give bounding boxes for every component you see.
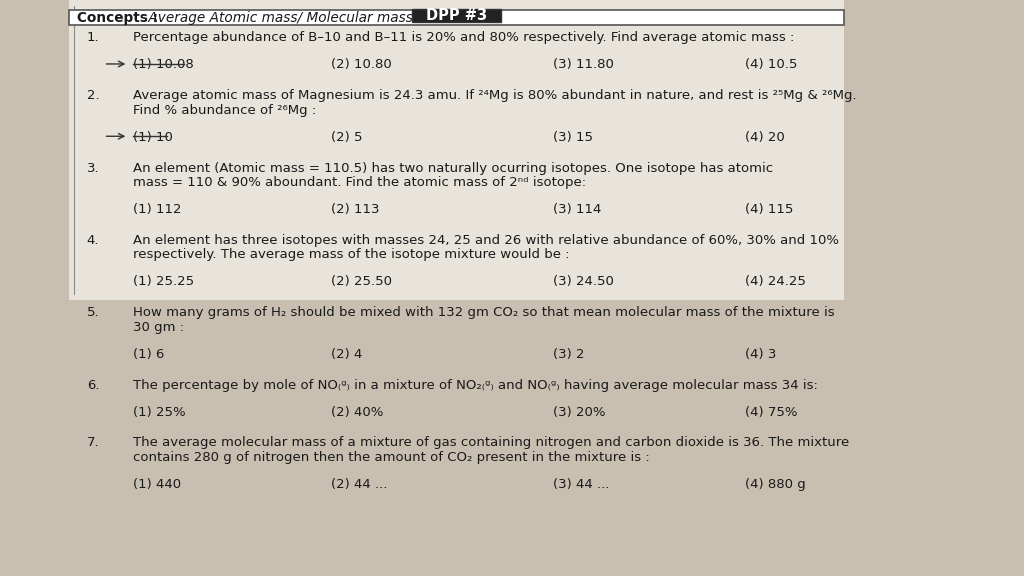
Text: (3) 20%: (3) 20%: [553, 406, 605, 419]
Text: (1) 440: (1) 440: [133, 478, 181, 491]
Text: 30 gm :: 30 gm :: [133, 321, 184, 334]
Text: (2) 44 ...: (2) 44 ...: [331, 478, 387, 491]
Text: (2) 40%: (2) 40%: [331, 406, 383, 419]
Text: (4) 75%: (4) 75%: [745, 406, 798, 419]
Text: (1) 25%: (1) 25%: [133, 406, 185, 419]
Text: The average molecular mass of a mixture of gas containing nitrogen and carbon di: The average molecular mass of a mixture …: [133, 437, 850, 449]
Text: (4) 20: (4) 20: [745, 131, 784, 144]
Text: (4) 24.25: (4) 24.25: [745, 275, 806, 289]
Text: An element has three isotopes with masses 24, 25 and 26 with relative abundance : An element has three isotopes with masse…: [133, 234, 840, 247]
Text: (3) 11.80: (3) 11.80: [553, 59, 613, 71]
Text: (4) 3: (4) 3: [745, 348, 776, 361]
Text: Average atomic mass of Magnesium is 24.3 amu. If ²⁴Mg is 80% abundant in nature,: Average atomic mass of Magnesium is 24.3…: [133, 89, 857, 103]
Text: (1) 10.08: (1) 10.08: [133, 59, 194, 71]
Bar: [412, 9, 501, 22]
Text: (2) 10.80: (2) 10.80: [331, 59, 391, 71]
Text: mass = 110 & 90% aboundant. Find the atomic mass of 2ⁿᵈ isotope:: mass = 110 & 90% aboundant. Find the ato…: [133, 176, 587, 189]
Text: 1.: 1.: [87, 32, 99, 44]
Bar: [69, 0, 844, 300]
Text: (4) 880 g: (4) 880 g: [745, 478, 806, 491]
Text: 4.: 4.: [87, 234, 99, 247]
Text: (3) 2: (3) 2: [553, 348, 584, 361]
Text: Percentage abundance of B–10 and B–11 is 20% and 80% respectively. Find average : Percentage abundance of B–10 and B–11 is…: [133, 32, 795, 44]
Text: 6.: 6.: [87, 378, 99, 392]
Text: 5.: 5.: [87, 306, 99, 319]
Text: (3) 24.50: (3) 24.50: [553, 275, 613, 289]
Text: DPP #3: DPP #3: [426, 8, 487, 23]
Text: (2) 4: (2) 4: [331, 348, 361, 361]
Text: respectively. The average mass of the isotope mixture would be :: respectively. The average mass of the is…: [133, 248, 569, 262]
Text: (3) 44 ...: (3) 44 ...: [553, 478, 609, 491]
Text: (2) 113: (2) 113: [331, 203, 379, 216]
Text: (4) 10.5: (4) 10.5: [745, 59, 798, 71]
Text: (3) 114: (3) 114: [553, 203, 601, 216]
Text: (2) 5: (2) 5: [331, 131, 362, 144]
Text: Average Atomic mass/ Molecular mass: Average Atomic mass/ Molecular mass: [144, 10, 413, 25]
Text: Find % abundance of ²⁶Mg :: Find % abundance of ²⁶Mg :: [133, 104, 316, 117]
Text: (2) 25.50: (2) 25.50: [331, 275, 391, 289]
Text: (1) 6: (1) 6: [133, 348, 165, 361]
Text: Concepts :: Concepts :: [77, 10, 158, 25]
Text: (1) 10: (1) 10: [133, 131, 173, 144]
Text: (1) 25.25: (1) 25.25: [133, 275, 195, 289]
Text: How many grams of H₂ should be mixed with 132 gm CO₂ so that mean molecular mass: How many grams of H₂ should be mixed wit…: [133, 306, 835, 319]
Text: (3) 15: (3) 15: [553, 131, 593, 144]
Text: contains 280 g of nitrogen then the amount of CO₂ present in the mixture is :: contains 280 g of nitrogen then the amou…: [133, 451, 650, 464]
Bar: [69, 10, 844, 25]
Text: (1) 112: (1) 112: [133, 203, 181, 216]
Text: 2.: 2.: [87, 89, 99, 103]
Text: The percentage by mole of NO₍ᵍ₎ in a mixture of NO₂₍ᵍ₎ and NO₍ᵍ₎ having average : The percentage by mole of NO₍ᵍ₎ in a mix…: [133, 378, 818, 392]
Text: (4) 115: (4) 115: [745, 203, 794, 216]
Text: 7.: 7.: [87, 437, 99, 449]
Text: 3.: 3.: [87, 162, 99, 175]
Text: An element (Atomic mass = 110.5) has two naturally ocurring isotopes. One isotop: An element (Atomic mass = 110.5) has two…: [133, 162, 773, 175]
